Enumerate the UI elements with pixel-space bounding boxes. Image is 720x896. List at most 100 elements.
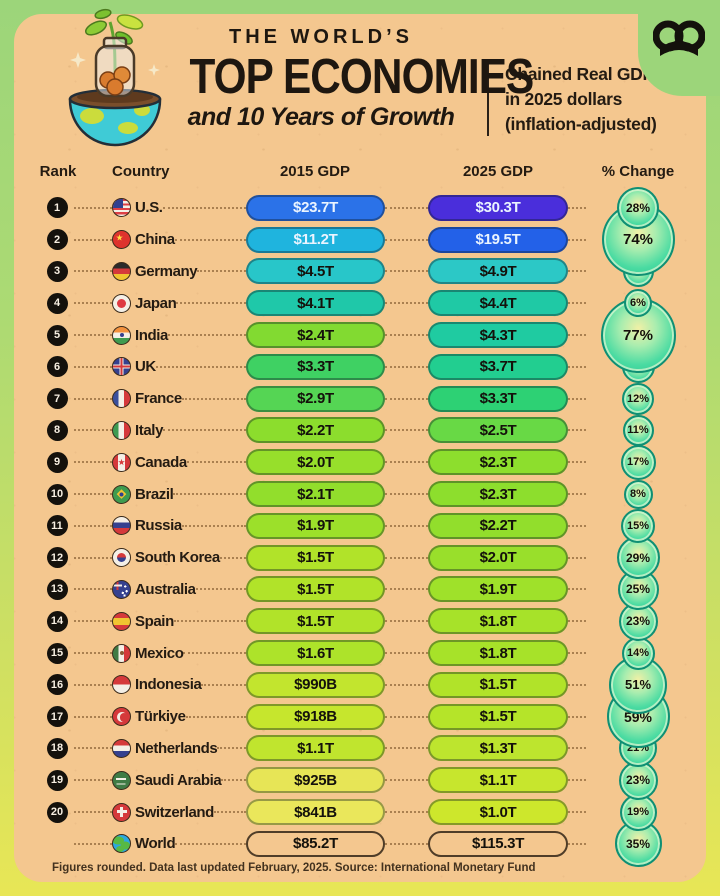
dotted-leader <box>385 270 428 273</box>
dotted-leader <box>385 811 428 814</box>
dotted-leader <box>385 683 428 686</box>
country-cell: Indonesia <box>112 675 246 695</box>
dotted-leader <box>74 238 112 241</box>
dotted-leader <box>173 620 246 623</box>
country-cell: U.S. <box>112 198 246 218</box>
country-cell: Canada <box>112 452 246 472</box>
country-cell: Germany <box>112 261 246 281</box>
gdp-2015-pill: $1.5T <box>246 608 385 635</box>
dotted-leader <box>568 206 586 209</box>
dotted-leader <box>181 397 246 400</box>
gdp-2015-pill: $4.5T <box>246 258 385 285</box>
pct-change-slot: 23% <box>586 760 690 800</box>
dotted-leader <box>568 365 586 368</box>
gdp-2025-pill: $3.7T <box>428 353 568 380</box>
rank-badge: 10 <box>46 483 68 505</box>
south-korea-flag-icon <box>112 548 131 568</box>
country-label: Spain <box>135 612 174 630</box>
dotted-leader <box>568 715 586 718</box>
dotted-leader <box>217 747 246 750</box>
gdp-2015-pill: $841B <box>246 799 385 826</box>
rank-slot: 19 <box>40 769 74 791</box>
gdp-note-line1: Chained Real GDP <box>505 64 654 84</box>
rank-badge: 7 <box>46 388 68 410</box>
dotted-leader <box>74 206 112 209</box>
dotted-leader <box>568 461 586 464</box>
rank-slot: 16 <box>40 674 74 696</box>
dotted-leader <box>74 747 112 750</box>
india-flag-icon <box>112 325 131 345</box>
gdp-2025-pill: $1.9T <box>428 576 568 603</box>
dotted-leader <box>74 524 112 527</box>
page-subtitle: and 10 Years of Growth <box>187 103 455 131</box>
pct-change-bubble: 6% <box>624 289 652 318</box>
dotted-leader <box>568 493 586 496</box>
rank-slot: 18 <box>40 737 74 759</box>
japan-flag-icon <box>112 293 131 313</box>
table-row: 2 China $11.2T $19.5T 74% <box>40 203 690 277</box>
country-cell: Japan <box>112 293 246 313</box>
table-row: 16 Indonesia $990B $1.5T 51% <box>40 655 690 714</box>
gdp-2015-pill: $11.2T <box>246 226 385 253</box>
dotted-leader <box>568 302 586 305</box>
pct-change-bubble: 28% <box>617 186 659 229</box>
footer-note: Figures rounded. Data last updated Febru… <box>52 862 536 874</box>
gdp-2015-pill: $1.5T <box>246 544 385 571</box>
rank-slot: 4 <box>40 292 74 314</box>
rank-slot: 14 <box>40 610 74 632</box>
dotted-leader <box>385 842 428 845</box>
us-flag-icon <box>112 198 131 218</box>
column-header-country: Country <box>112 163 170 180</box>
indonesia-flag-icon <box>112 675 131 695</box>
dotted-leader <box>385 715 428 718</box>
table-row: World $85.2T $115.3T 35% <box>40 820 690 868</box>
gdp-2015-pill: $918B <box>246 703 385 730</box>
germany-flag-icon <box>112 261 131 281</box>
country-label: Italy <box>135 421 164 439</box>
country-label: France <box>135 390 182 408</box>
rank-badge: 11 <box>46 515 68 537</box>
dotted-leader <box>74 302 112 305</box>
country-label: Canada <box>135 453 187 471</box>
russia-flag-icon <box>112 516 131 536</box>
china-flag-icon <box>112 230 131 250</box>
gdp-2015-pill: $1.6T <box>246 640 385 667</box>
italy-flag-icon <box>112 420 131 440</box>
country-cell: South Korea <box>112 548 246 568</box>
rank-badge: 6 <box>46 356 68 378</box>
rank-badge: 14 <box>46 610 68 632</box>
dotted-leader <box>385 302 428 305</box>
pct-change-slot: 8% <box>586 479 690 509</box>
gdp-2015-pill: $990B <box>246 671 385 698</box>
gdp-2025-pill: $2.3T <box>428 449 568 476</box>
table-row: 18 Netherlands $1.1T $1.3T 21% <box>40 729 690 768</box>
gdp-2025-pill: $3.3T <box>428 385 568 412</box>
rank-badge: 16 <box>46 674 68 696</box>
france-flag-icon <box>112 389 131 409</box>
gdp-2025-pill: $4.4T <box>428 290 568 317</box>
country-label: China <box>135 231 175 249</box>
rank-badge: 2 <box>46 229 68 251</box>
column-header-pct-change: % Change <box>601 163 675 180</box>
dotted-leader <box>568 524 586 527</box>
gdp-2015-pill: $1.9T <box>246 512 385 539</box>
gdp-2015-pill: $2.0T <box>246 449 385 476</box>
country-label: Russia <box>135 517 182 535</box>
dotted-leader <box>74 588 112 591</box>
gdp-2025-pill: $1.8T <box>428 608 568 635</box>
country-cell: UK <box>112 357 246 377</box>
pct-change-slot: 28% <box>586 186 690 229</box>
saudi-arabia-flag-icon <box>112 770 131 790</box>
dotted-leader <box>74 811 112 814</box>
dotted-leader <box>163 429 246 432</box>
dotted-leader <box>568 238 586 241</box>
rank-slot: 17 <box>40 706 74 728</box>
table-row: 8 Italy $2.2T $2.5T 11% <box>40 414 690 447</box>
dotted-leader <box>201 683 246 686</box>
rank-badge: 19 <box>46 769 68 791</box>
country-label: Indonesia <box>135 676 202 694</box>
gdp-2015-pill: $2.1T <box>246 481 385 508</box>
turkiye-flag-icon <box>112 707 131 727</box>
gdp-2025-pill: $1.5T <box>428 671 568 698</box>
dotted-leader <box>385 779 428 782</box>
